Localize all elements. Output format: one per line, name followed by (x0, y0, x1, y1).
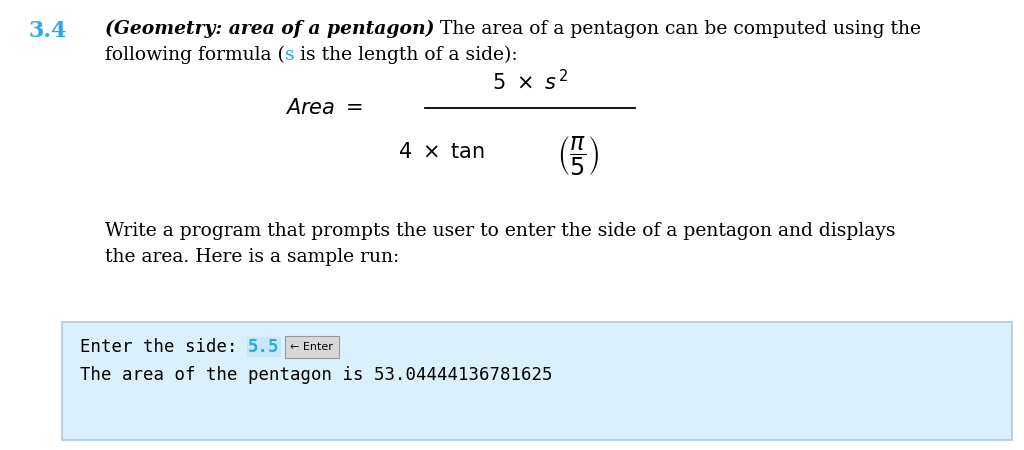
Text: 5.5: 5.5 (248, 338, 280, 356)
Text: The area of a pentagon can be computed using the: The area of a pentagon can be computed u… (434, 20, 922, 38)
Text: Write a program that prompts the user to enter the side of a pentagon and displa: Write a program that prompts the user to… (105, 222, 896, 240)
FancyBboxPatch shape (62, 322, 1012, 440)
Text: ← Enter: ← Enter (290, 342, 333, 352)
Text: s: s (285, 46, 295, 64)
Text: $\mathit{Area}\ =$: $\mathit{Area}\ =$ (285, 98, 362, 118)
Text: Enter the side:: Enter the side: (80, 338, 248, 356)
Text: $4\ \times\ \mathrm{tan}$: $4\ \times\ \mathrm{tan}$ (398, 142, 484, 162)
Text: The area of the pentagon is 53.04444136781625: The area of the pentagon is 53.044441367… (80, 366, 553, 384)
Text: $5\ \times\ \mathit{s}^{\,2}$: $5\ \times\ \mathit{s}^{\,2}$ (492, 69, 568, 94)
Text: 3.4: 3.4 (28, 20, 67, 42)
Text: $\left(\dfrac{\pi}{5}\right)$: $\left(\dfrac{\pi}{5}\right)$ (557, 135, 599, 178)
Text: is the length of a side):: is the length of a side): (295, 46, 518, 64)
FancyBboxPatch shape (285, 336, 339, 358)
Text: (Geometry: area of a pentagon): (Geometry: area of a pentagon) (105, 20, 434, 38)
FancyBboxPatch shape (247, 337, 281, 357)
Text: following formula (: following formula ( (105, 46, 285, 64)
Text: the area. Here is a sample run:: the area. Here is a sample run: (105, 248, 399, 266)
